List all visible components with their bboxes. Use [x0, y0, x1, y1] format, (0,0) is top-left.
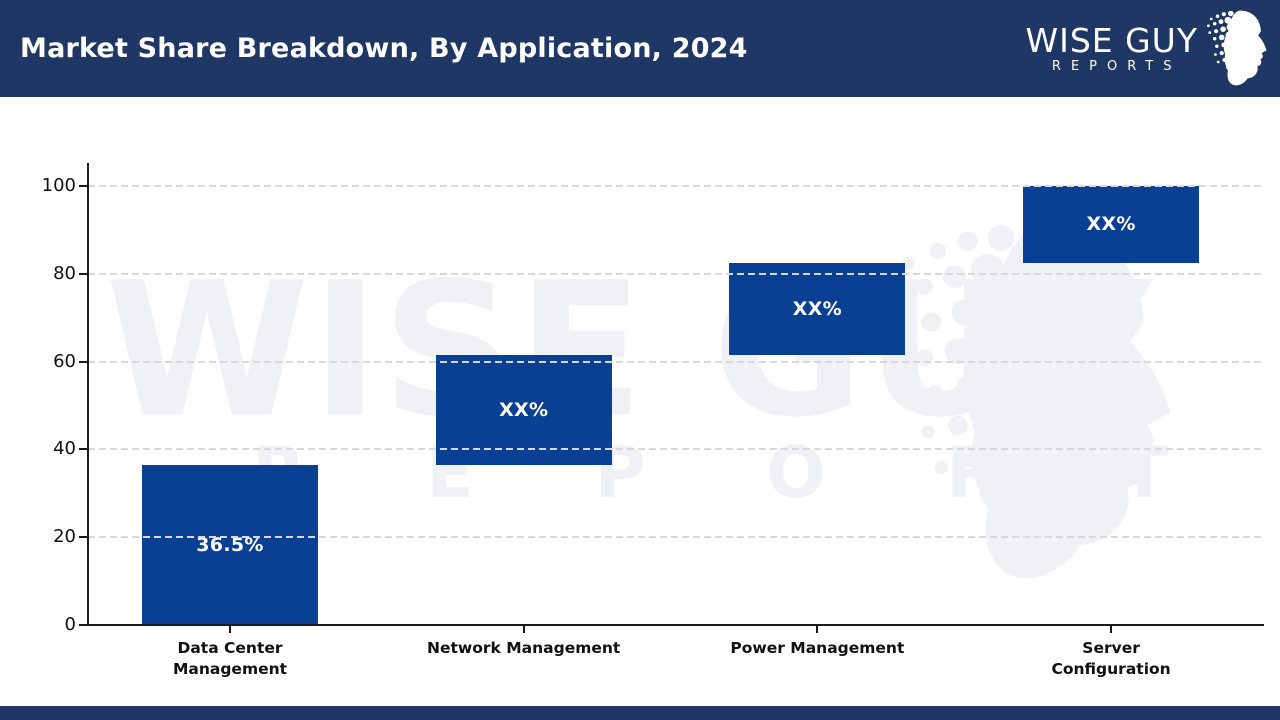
page-title: Market Share Breakdown, By Application, …: [20, 33, 748, 64]
y-tick-mark: [79, 448, 88, 451]
y-tick-label: 100: [41, 175, 76, 196]
y-tick-mark: [79, 360, 88, 363]
gridline: [88, 185, 1263, 187]
bar-value-label: XX%: [499, 398, 549, 421]
x-tick-mark: [816, 626, 819, 633]
bar-value-label: 36.5%: [196, 533, 264, 556]
bar-value-label: XX%: [1086, 213, 1136, 236]
brand-head-icon: [1207, 10, 1267, 85]
gridline: [88, 360, 1263, 363]
x-axis-line: [87, 624, 1264, 626]
bar: XX%: [435, 355, 612, 465]
brand-subname: REPORTS: [1051, 58, 1182, 74]
header-bar: Market Share Breakdown, By Application, …: [0, 0, 1280, 97]
watermark-head-icon: [888, 224, 1171, 579]
bar: XX%: [1023, 186, 1200, 263]
y-tick-label: 40: [53, 438, 76, 460]
y-tick-label: 60: [53, 350, 76, 372]
y-axis-line: [87, 163, 89, 626]
gridline: [88, 272, 1263, 275]
footer-bar: [0, 706, 1280, 720]
y-tick-label: 80: [53, 262, 76, 284]
bar: 36.5%: [142, 464, 318, 625]
x-axis-label: Power Management: [730, 639, 905, 657]
y-tick-mark: [79, 272, 88, 275]
x-tick-mark: [522, 626, 525, 633]
gridline: [88, 448, 1263, 451]
bar: XX%: [729, 262, 906, 355]
x-tick-mark: [229, 626, 231, 633]
bar-value-label: XX%: [792, 297, 843, 320]
y-tick-mark: [79, 624, 88, 626]
gridline: [88, 536, 1263, 539]
brand-logo: WISE GUY REPORTS: [1025, 5, 1270, 92]
brand-logo-text: WISE GUY REPORTS: [1025, 20, 1198, 75]
y-tick-mark: [79, 185, 88, 187]
y-tick-label: 20: [53, 526, 76, 548]
y-tick-mark: [79, 536, 88, 539]
x-tick-mark: [1110, 626, 1113, 633]
brand-name: WISE GUY: [1025, 20, 1198, 60]
x-axis-label: Server Configuration: [1051, 639, 1171, 678]
y-tick-label: 0: [64, 614, 76, 635]
x-axis-label: Network Management: [427, 639, 621, 657]
x-axis-label: Data Center Management: [172, 639, 288, 678]
